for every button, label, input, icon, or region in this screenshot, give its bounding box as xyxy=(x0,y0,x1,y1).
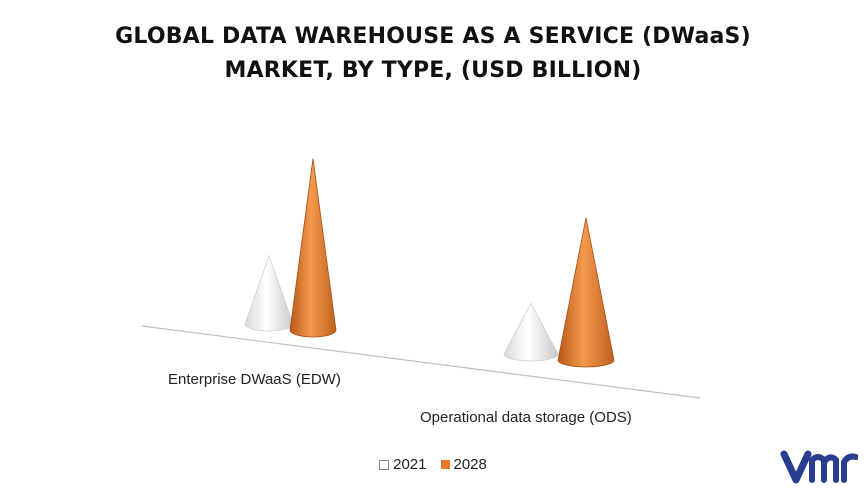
chart-title: GLOBAL DATA WAREHOUSE AS A SERVICE (DWaa… xyxy=(0,20,866,88)
legend-label-2028: 2028 xyxy=(453,456,487,473)
floor-line xyxy=(141,325,701,399)
cone-mark xyxy=(557,217,615,368)
cones-group xyxy=(244,158,615,368)
cone-2021-ods xyxy=(503,302,559,362)
cone-mark xyxy=(244,254,294,332)
legend-label-2021: 2021 xyxy=(393,456,427,473)
legend-swatch-2021 xyxy=(379,459,390,470)
cone-mark xyxy=(503,302,559,362)
chart-title-line2: MARKET, BY TYPE, (USD BILLION) xyxy=(224,58,642,83)
chart-title-line1: GLOBAL DATA WAREHOUSE AS A SERVICE (DWaa… xyxy=(115,24,751,49)
legend-swatch-2028 xyxy=(440,460,450,469)
legend-item-2021: 2021 xyxy=(379,456,427,473)
cone-mark xyxy=(289,158,337,338)
legend: 2021 2028 xyxy=(0,456,866,473)
vmr-logo xyxy=(780,450,858,484)
category-labels: Enterprise DWaaS (EDW) Operational data s… xyxy=(168,371,632,426)
category-label-ods: Operational data storage (ODS) xyxy=(420,409,632,426)
cone-2028-edw xyxy=(289,158,337,338)
cone-2021-edw xyxy=(244,254,294,332)
cone-2028-ods xyxy=(557,217,615,368)
category-label-edw: Enterprise DWaaS (EDW) xyxy=(168,371,341,388)
legend-item-2028: 2028 xyxy=(440,456,487,473)
